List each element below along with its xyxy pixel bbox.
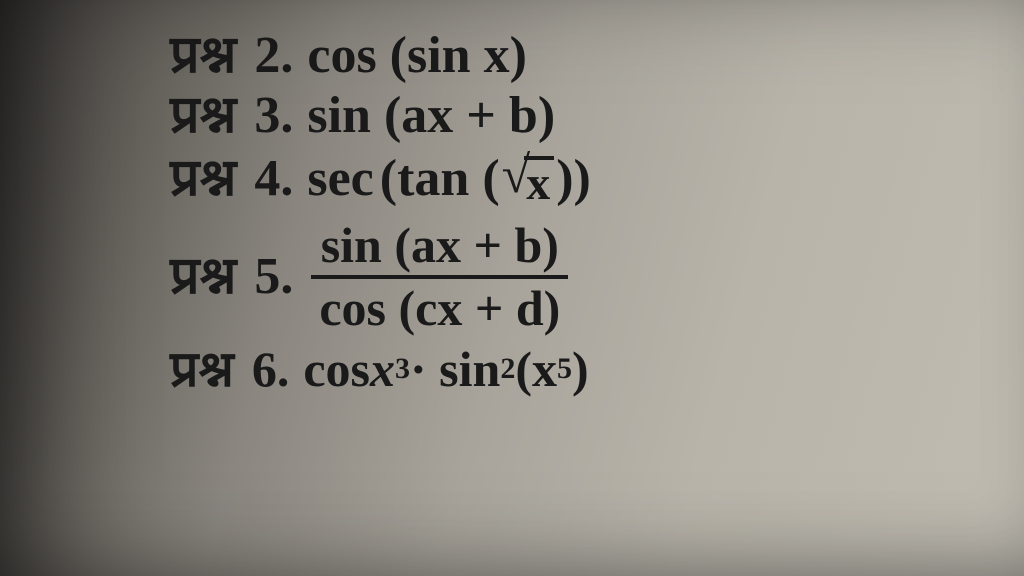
question-expression: cos x3 · sin2 (x5 ): [303, 344, 588, 394]
expr-part: x: [370, 344, 395, 394]
expr-part: cos: [303, 344, 370, 394]
question-row: प्रश्न 3. sin (ax + b): [170, 90, 1024, 142]
question-label: प्रश्न: [170, 344, 234, 394]
expr-part: )): [556, 153, 591, 205]
question-label: प्रश्न: [170, 30, 236, 82]
question-row: प्रश्न 2. cos (sin x): [170, 30, 1024, 82]
fraction-numerator: sin (ax + b): [313, 216, 567, 275]
sqrt: √ x: [502, 150, 555, 208]
question-number: 4.: [254, 153, 293, 205]
question-row: प्रश्न 6. cos x3 · sin2 (x5 ): [170, 344, 1024, 394]
question-row: प्रश्न 5. sin (ax + b) cos (cx + d): [170, 216, 1024, 338]
radicand: x: [524, 156, 554, 208]
question-label: प्रश्न: [170, 251, 236, 303]
question-expression: cos (sin x): [307, 30, 527, 82]
expr-part: ): [572, 344, 589, 394]
question-number: 3.: [254, 90, 293, 142]
expr-part: (tan (: [380, 153, 500, 205]
question-expression: sec (tan ( √ x )): [307, 150, 590, 208]
expr-part: · sin: [410, 344, 500, 394]
fraction: sin (ax + b) cos (cx + d): [311, 216, 568, 338]
expr-part: (x: [515, 344, 557, 394]
question-expression: sin (ax + b): [307, 90, 555, 142]
expr-part: sec: [307, 153, 373, 205]
fraction-denominator: cos (cx + d): [311, 279, 568, 338]
question-number: 6.: [252, 344, 290, 394]
question-row: प्रश्न 4. sec (tan ( √ x )): [170, 150, 1024, 208]
question-label: प्रश्न: [170, 90, 236, 142]
question-expression: sin (ax + b) cos (cx + d): [307, 216, 572, 338]
question-number: 5.: [254, 251, 293, 303]
page: प्रश्न 2. cos (sin x) प्रश्न 3. sin (ax …: [0, 0, 1024, 576]
question-number: 2.: [254, 30, 293, 82]
question-label: प्रश्न: [170, 153, 236, 205]
